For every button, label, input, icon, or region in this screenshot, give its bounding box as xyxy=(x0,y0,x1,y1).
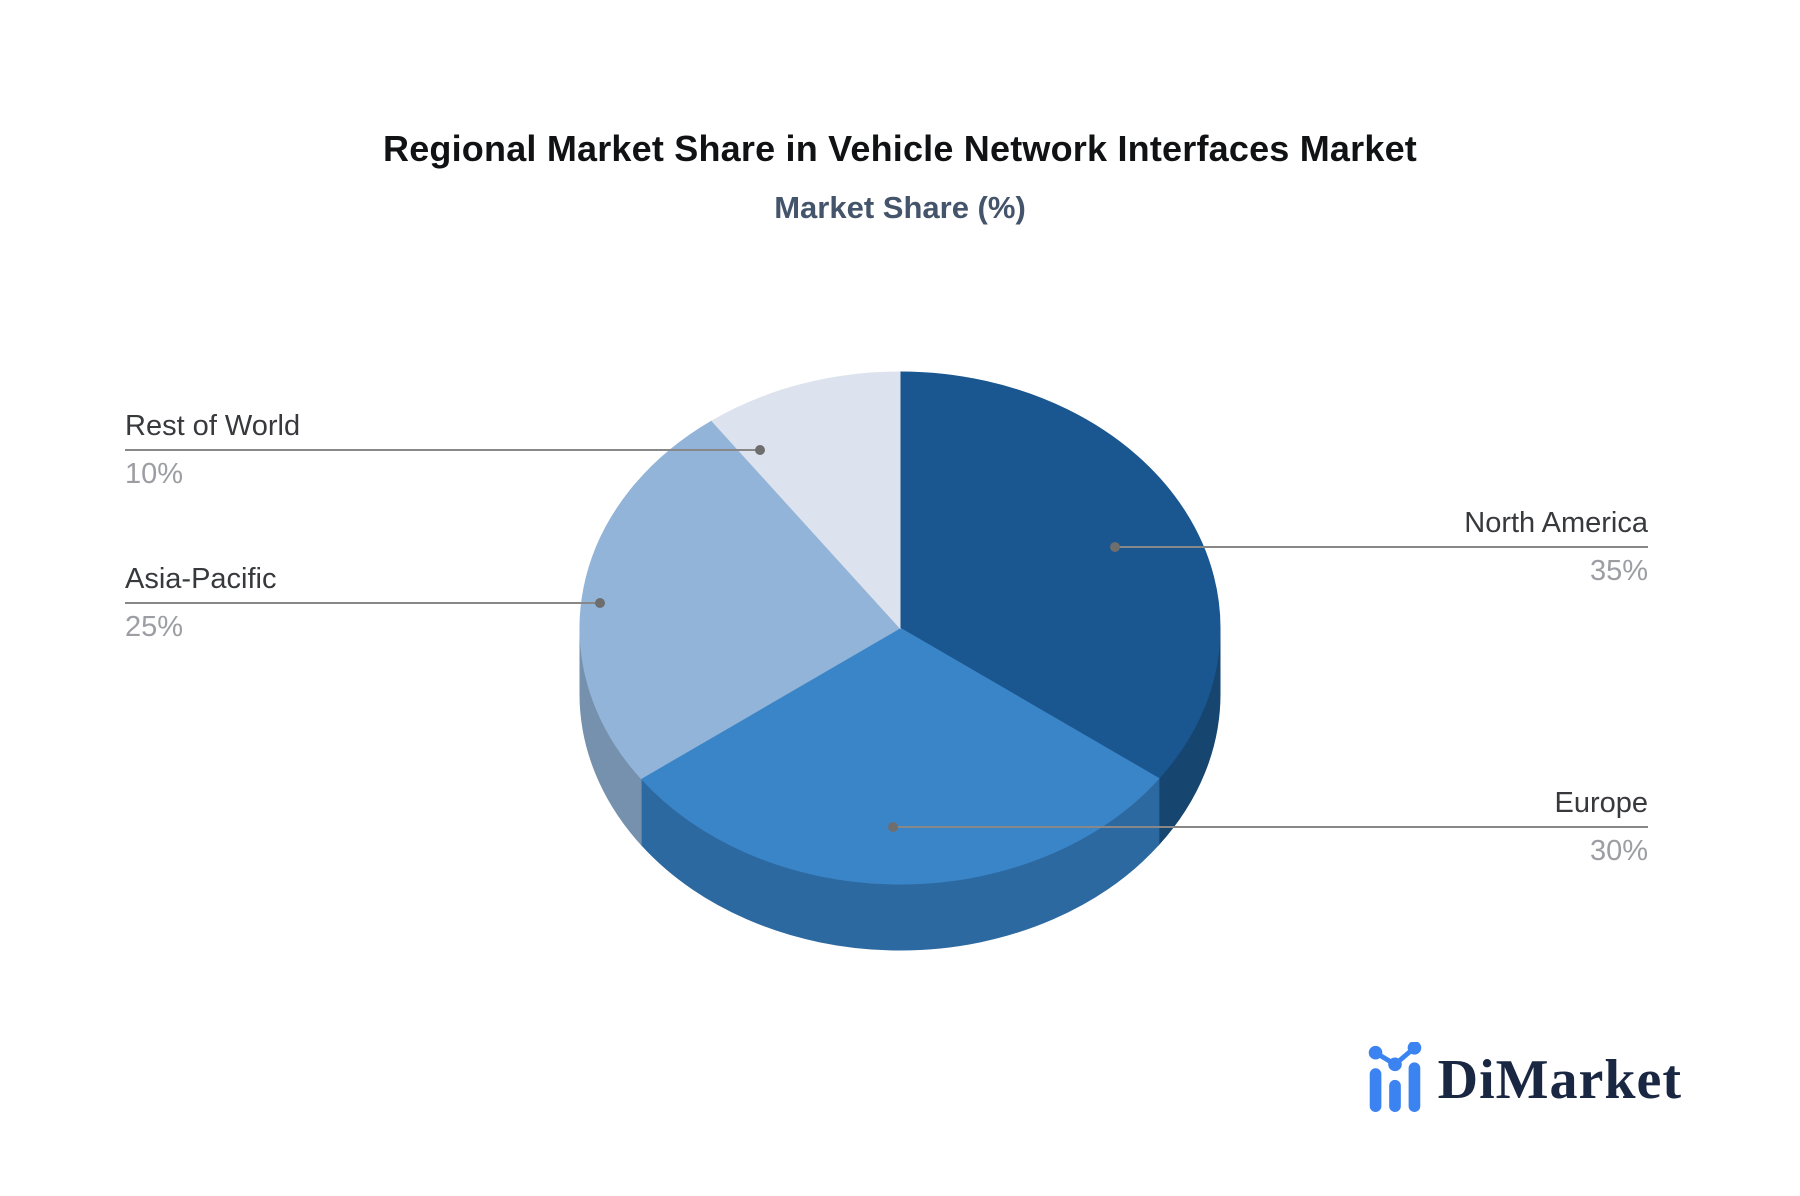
slice-label-asia-pacific: Asia-Pacific xyxy=(125,563,277,595)
slice-value-europe: 30% xyxy=(1589,835,1648,867)
slice-label-rest-of-world: Rest of World xyxy=(125,410,301,442)
bar-line-chart-icon xyxy=(1368,1042,1421,1112)
slice-label-europe: Europe xyxy=(1554,787,1648,819)
leader-dot xyxy=(1110,542,1120,552)
slice-label-north-america: North America xyxy=(1464,507,1648,539)
chart-subtitle: Market Share (%) xyxy=(774,190,1026,225)
brand-logo: DiMarket xyxy=(1367,1040,1682,1112)
pie-slice-europe[interactable] xyxy=(640,627,1160,885)
pie-slice-north-america[interactable] xyxy=(899,371,1221,780)
slice-value-north-america: 35% xyxy=(1589,555,1648,587)
leader-dot xyxy=(595,598,605,608)
chart-title: Regional Market Share in Vehicle Network… xyxy=(383,128,1417,169)
pie-slice-asia-pacific[interactable] xyxy=(579,420,901,780)
slice-value-rest-of-world: 10% xyxy=(125,458,184,490)
slice-value-asia-pacific: 25% xyxy=(125,611,184,643)
leader-dot xyxy=(755,445,765,455)
pie-slice-rest-of-world[interactable] xyxy=(711,371,901,630)
brand-name: DiMarket xyxy=(1437,1049,1682,1111)
leader-dot xyxy=(888,822,898,832)
